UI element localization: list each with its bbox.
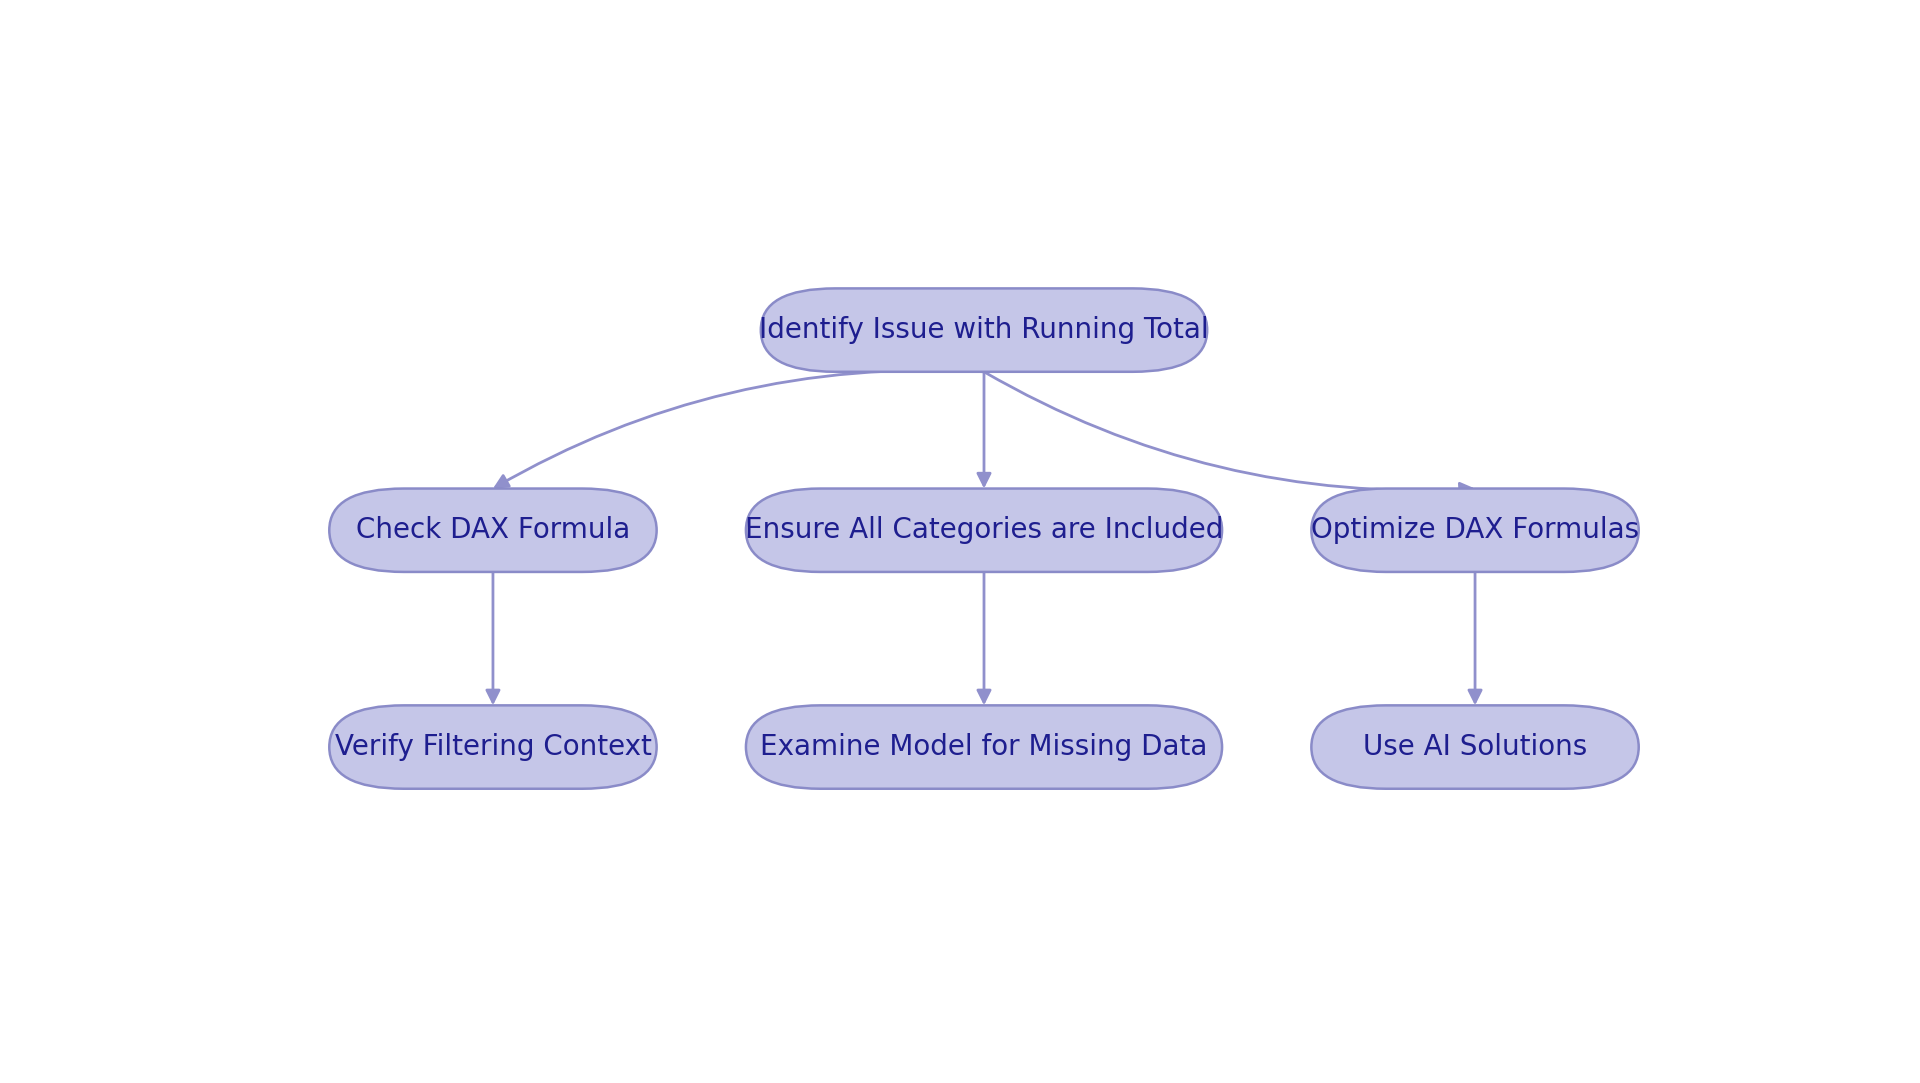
Text: Identify Issue with Running Total: Identify Issue with Running Total bbox=[758, 316, 1210, 344]
FancyBboxPatch shape bbox=[760, 288, 1208, 371]
Text: Verify Filtering Context: Verify Filtering Context bbox=[334, 733, 651, 761]
Text: Examine Model for Missing Data: Examine Model for Missing Data bbox=[760, 733, 1208, 761]
FancyBboxPatch shape bbox=[745, 488, 1221, 572]
FancyBboxPatch shape bbox=[330, 488, 657, 572]
FancyBboxPatch shape bbox=[1311, 488, 1640, 572]
FancyBboxPatch shape bbox=[745, 705, 1221, 788]
FancyBboxPatch shape bbox=[330, 705, 657, 788]
Text: Ensure All Categories are Included: Ensure All Categories are Included bbox=[745, 517, 1223, 545]
Text: Check DAX Formula: Check DAX Formula bbox=[355, 517, 630, 545]
FancyBboxPatch shape bbox=[1311, 705, 1640, 788]
Text: Use AI Solutions: Use AI Solutions bbox=[1363, 733, 1588, 761]
Text: Optimize DAX Formulas: Optimize DAX Formulas bbox=[1311, 517, 1640, 545]
